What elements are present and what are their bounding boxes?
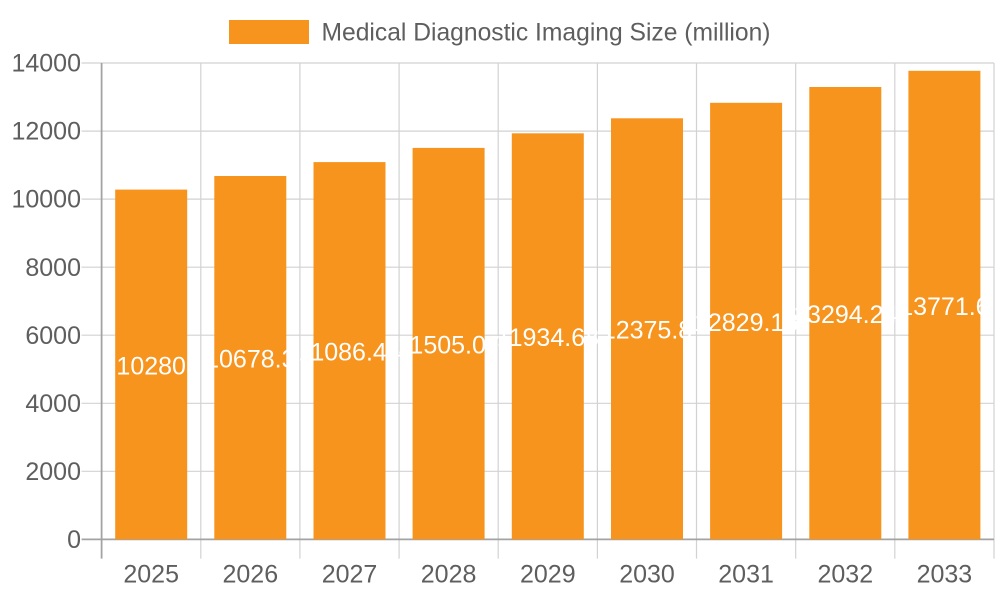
svg-text:2029: 2029 <box>520 560 576 588</box>
svg-text:13771.6: 13771.6 <box>899 293 989 321</box>
svg-text:4000: 4000 <box>25 390 81 418</box>
svg-text:6000: 6000 <box>25 322 81 350</box>
svg-text:11934.68: 11934.68 <box>497 324 599 352</box>
svg-text:8000: 8000 <box>25 254 81 282</box>
svg-text:13294.24: 13294.24 <box>793 301 897 329</box>
svg-text:11505.07: 11505.07 <box>397 332 499 360</box>
svg-text:2000: 2000 <box>25 458 81 486</box>
svg-text:2025: 2025 <box>123 560 179 588</box>
svg-text:2028: 2028 <box>421 560 477 588</box>
svg-text:2033: 2033 <box>917 560 973 588</box>
svg-text:2027: 2027 <box>322 560 378 588</box>
svg-text:2030: 2030 <box>619 560 675 588</box>
svg-text:11086.44: 11086.44 <box>298 339 401 367</box>
svg-text:2032: 2032 <box>817 560 873 588</box>
svg-text:12829.18: 12829.18 <box>694 309 798 337</box>
svg-text:2031: 2031 <box>718 560 774 588</box>
svg-text:12000: 12000 <box>11 118 81 146</box>
svg-text:10000: 10000 <box>11 186 81 214</box>
svg-text:Medical Diagnostic Imaging Siz: Medical Diagnostic Imaging Size (million… <box>322 19 771 47</box>
svg-text:10678.3: 10678.3 <box>205 346 295 374</box>
svg-text:0: 0 <box>67 526 81 554</box>
svg-text:10280: 10280 <box>116 352 186 380</box>
svg-text:2026: 2026 <box>222 560 278 588</box>
svg-text:14000: 14000 <box>11 50 81 78</box>
svg-text:12375.8: 12375.8 <box>602 317 692 345</box>
